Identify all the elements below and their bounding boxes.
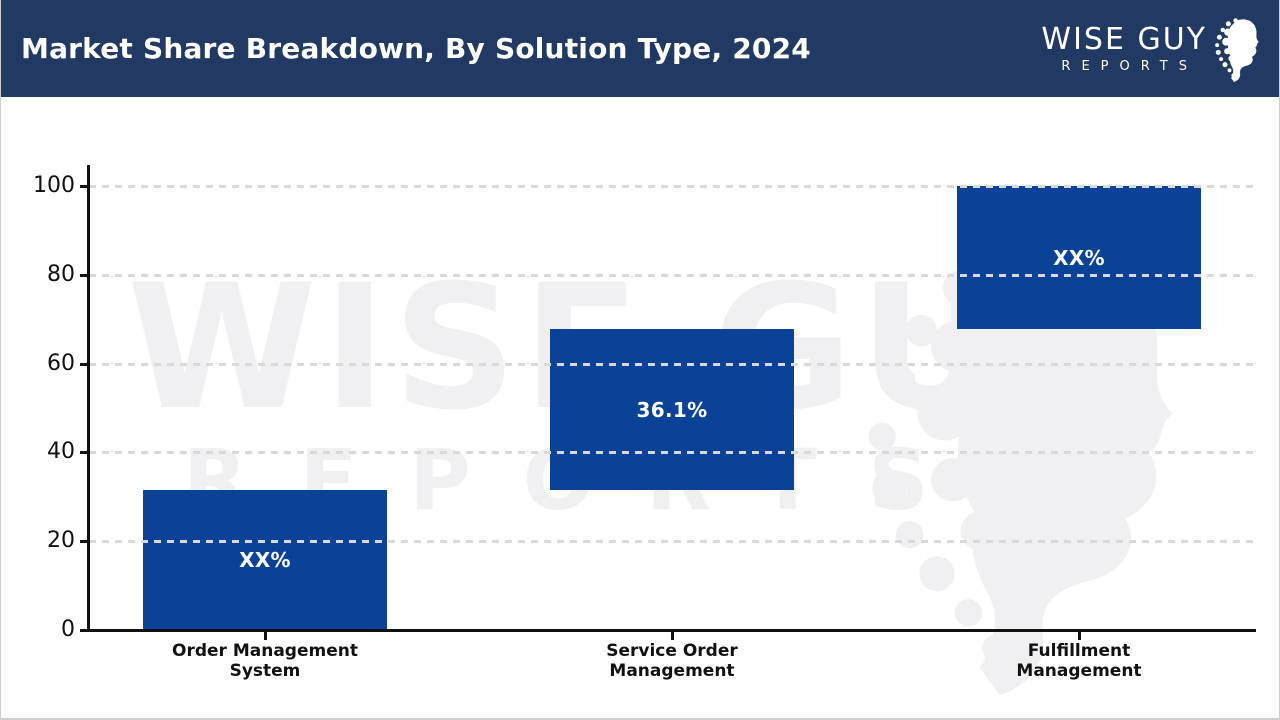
y-axis-tick-label: 60 (47, 350, 75, 376)
gridline (89, 540, 1256, 544)
bar-value-label: 36.1% (636, 397, 708, 422)
gridline (89, 273, 1256, 277)
y-axis-tick-mark (80, 273, 89, 277)
y-axis-tick-mark (80, 629, 89, 632)
bar-segment: XX% (957, 186, 1201, 330)
x-axis-line (87, 629, 1256, 632)
wise-guy-reports-logo: WISE GUY REPORTS (1041, 4, 1267, 94)
x-axis-tick-mark (264, 632, 267, 640)
y-axis-tick-label: 100 (33, 173, 75, 198)
x-axis-tick-mark (671, 632, 674, 640)
logo-wordmark: WISE GUY (1041, 22, 1207, 57)
y-axis-tick-mark (80, 451, 89, 455)
y-axis-tick-label: 0 (61, 617, 75, 642)
x-axis-category-label: Order Management System (172, 641, 358, 682)
gridline (89, 362, 1256, 366)
y-axis-tick-label: 40 (47, 439, 75, 465)
gridline (89, 451, 1256, 455)
x-axis-tick-mark (1078, 632, 1081, 640)
y-axis-line (87, 165, 90, 632)
logo-subtitle: REPORTS (1061, 59, 1199, 74)
page-title: Market Share Breakdown, By Solution Type… (21, 32, 811, 65)
x-axis-category-label: Service Order Management (606, 641, 738, 682)
y-axis-tick-mark (80, 185, 89, 188)
header-banner: Market Share Breakdown, By Solution Type… (1, 0, 1279, 97)
y-axis-tick-label: 80 (47, 261, 75, 287)
x-axis-category-label: Fulfillment Management (1016, 641, 1142, 682)
bar-value-label: XX% (239, 547, 291, 572)
gridline (89, 185, 1256, 188)
y-axis-tick-mark (80, 540, 89, 544)
dotted-head-icon (1215, 18, 1259, 83)
bar-segment: 36.1% (550, 329, 794, 490)
bar-value-label: XX% (1053, 245, 1105, 270)
y-axis-tick-mark (80, 362, 89, 366)
y-axis-tick-label: 20 (47, 528, 75, 554)
bar-segment: XX% (143, 489, 387, 630)
logo-text: WISE GUY REPORTS (1041, 22, 1207, 74)
